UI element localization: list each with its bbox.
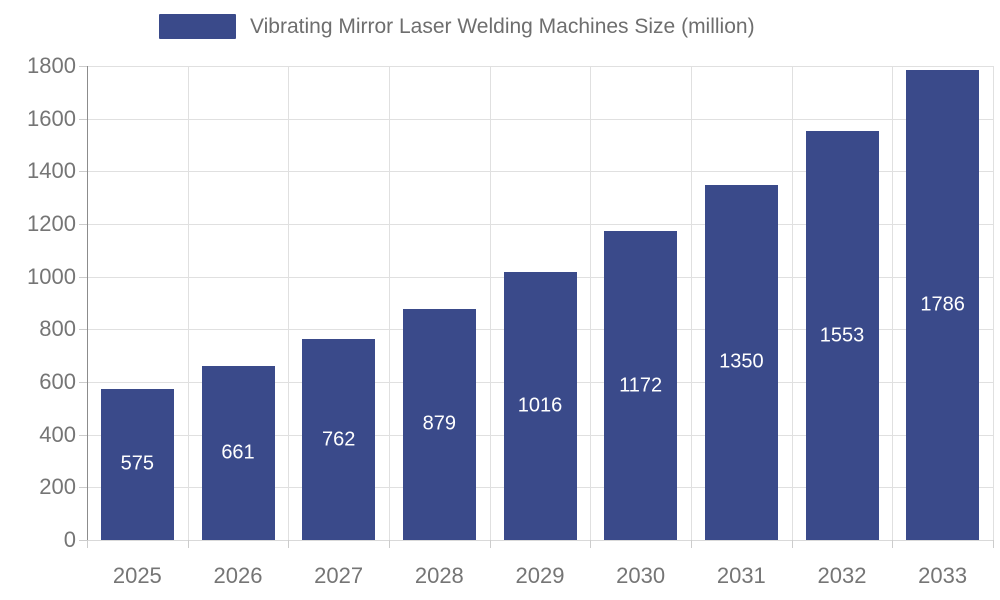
y-axis-line	[87, 66, 88, 540]
x-axis-tick	[590, 540, 592, 548]
x-axis-tick	[489, 540, 491, 548]
y-axis-tick-label: 1800	[27, 53, 76, 78]
bar[interactable]: 661	[201, 365, 275, 540]
gridline-vertical	[389, 66, 390, 540]
gridline-horizontal	[87, 66, 993, 67]
x-axis-tick-label: 2028	[414, 563, 464, 588]
x-axis-tick-label: 2026	[213, 563, 263, 588]
gridline-vertical	[993, 66, 994, 540]
bar[interactable]: 1786	[906, 69, 980, 540]
y-axis-tick	[79, 487, 87, 489]
gridline-horizontal	[87, 171, 993, 173]
x-axis-tick	[87, 540, 88, 548]
x-axis-tick	[389, 540, 390, 548]
legend-label: Vibrating Mirror Laser Welding Machines …	[250, 14, 755, 38]
bar-value-label: 1172	[619, 374, 663, 397]
y-axis-tick	[79, 540, 87, 541]
gridline-horizontal	[87, 540, 993, 541]
x-axis-tick-label: 2031	[716, 563, 766, 588]
y-axis-tick-label: 1200	[27, 211, 76, 236]
bar[interactable]: 762	[302, 339, 376, 540]
bar-value-label: 1350	[719, 350, 764, 373]
bar-value-label: 575	[120, 452, 155, 475]
x-axis-tick-label: 2032	[817, 563, 867, 588]
x-axis-tick-label: 2025	[112, 563, 162, 588]
y-axis-tick-label: 600	[39, 369, 76, 394]
bar-value-label: 661	[221, 441, 255, 464]
y-axis-tick	[79, 329, 87, 331]
x-axis-tick	[288, 540, 290, 548]
bar[interactable]: 879	[402, 308, 476, 540]
x-axis-tick	[791, 540, 793, 548]
y-axis-tick-label: 0	[63, 527, 76, 552]
bar[interactable]: 1350	[704, 184, 778, 540]
bar-value-label: 1786	[920, 293, 965, 316]
x-axis-tick-label: 2030	[616, 563, 666, 588]
gridline-vertical	[691, 66, 692, 540]
gridline-vertical	[892, 66, 894, 540]
x-axis-tick	[892, 540, 894, 548]
x-axis-tick	[993, 540, 994, 548]
bar[interactable]: 1553	[805, 131, 879, 540]
gridline-horizontal	[87, 118, 993, 120]
bar[interactable]: 575	[100, 388, 174, 540]
legend-swatch	[159, 14, 236, 39]
y-axis-tick-label: 200	[39, 474, 76, 500]
y-axis-tick	[79, 118, 87, 120]
x-axis-tick	[187, 540, 189, 548]
gridline-vertical	[489, 66, 491, 540]
x-axis-tick-label: 2029	[515, 563, 565, 588]
y-axis-tick-label: 800	[39, 316, 76, 342]
y-axis-tick-label: 1600	[27, 105, 76, 131]
gridline-horizontal	[87, 224, 993, 225]
bar-value-label: 1553	[819, 324, 865, 346]
gridline-vertical	[590, 66, 592, 540]
bar-value-label: 1016	[517, 394, 563, 417]
y-axis-tick	[79, 382, 87, 383]
legend-item[interactable]: Vibrating Mirror Laser Welding Machines …	[159, 14, 755, 39]
gridline-vertical	[288, 66, 290, 540]
y-axis-tick-label: 400	[39, 421, 76, 447]
y-axis-tick	[79, 66, 87, 67]
y-axis-tick-label: 1000	[27, 263, 76, 289]
gridline-vertical	[791, 66, 793, 540]
y-axis-tick	[79, 276, 87, 278]
gridline-vertical	[187, 66, 189, 540]
x-axis-tick-label: 2027	[314, 563, 364, 588]
y-axis-tick	[79, 224, 87, 225]
bar[interactable]: 1016	[503, 272, 577, 540]
y-axis-tick-label: 1400	[27, 158, 76, 184]
bar-value-label: 879	[422, 412, 457, 435]
x-axis-tick	[691, 540, 692, 548]
x-axis-tick-label: 2033	[918, 563, 968, 588]
y-axis-tick	[79, 434, 87, 436]
bar[interactable]: 1172	[604, 231, 678, 540]
y-axis-tick	[79, 171, 87, 173]
bar-value-label: 762	[321, 428, 356, 451]
